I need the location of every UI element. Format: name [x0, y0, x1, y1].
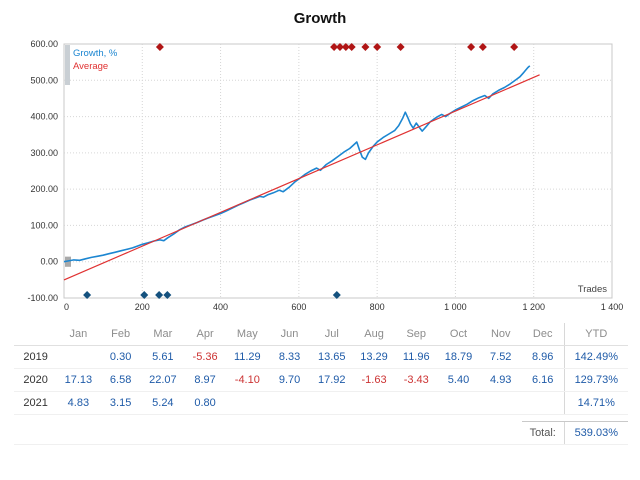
cell-2020-ytd: 129.73%	[563, 368, 628, 392]
col-mar: Mar	[141, 323, 184, 346]
monthly-returns-table: Jan Feb Mar Apr May Jun Jul Aug Sep Oct Nov Dec YTD 2…	[14, 323, 628, 445]
col-jan: Jan	[57, 323, 100, 346]
cell-2019-nov: 7.52	[479, 345, 522, 369]
cell-2020-may: -4.10	[226, 368, 269, 392]
cell-2019-jul: 13.65	[310, 345, 353, 369]
table-row-2021: 2021 4.83 3.15 5.24 0.80 14.71%	[14, 391, 628, 415]
table-header-row: Jan Feb Mar Apr May Jun Jul Aug Sep Oct Nov Dec YTD	[14, 323, 628, 346]
y-tick-label: 200.00	[30, 184, 58, 194]
spacer-row	[14, 415, 628, 422]
cell-2019-may: 11.29	[226, 345, 269, 369]
cell-2020-feb: 6.58	[99, 368, 142, 392]
cell-2020-jul: 17.92	[310, 368, 353, 392]
cell-2021-jul	[310, 391, 353, 415]
table-row-2020: 2020 17.13 6.58 22.07 8.97 -4.10 9.70 17.92 -1.6…	[14, 368, 628, 392]
year-label: 2020	[14, 368, 58, 392]
col-jul: Jul	[310, 323, 353, 346]
cell-2021-dec	[521, 391, 565, 415]
cell-2019-mar: 5.61	[141, 345, 184, 369]
cell-2020-nov: 4.93	[479, 368, 522, 392]
bottom-event-markers	[83, 291, 341, 299]
chart-title: Growth	[293, 10, 347, 27]
col-sep: Sep	[395, 323, 438, 346]
cell-2020-oct: 5.40	[437, 368, 480, 392]
cell-2019-jan	[57, 345, 100, 369]
table-row-2019: 2019 0.30 5.61 -5.36 11.29 8.33 13.65 13.29 11.9…	[14, 345, 628, 369]
cell-2019-dec: 8.96	[521, 345, 565, 369]
col-aug: Aug	[352, 323, 396, 346]
col-apr: Apr	[183, 323, 227, 346]
col-dec: Dec	[521, 323, 565, 346]
col-year	[14, 323, 58, 346]
cell-2021-jan: 4.83	[57, 391, 100, 415]
col-ytd: YTD	[563, 323, 628, 346]
cell-2020-mar: 22.07	[141, 368, 184, 392]
cell-2019-feb: 0.30	[99, 345, 142, 369]
year-label: 2021	[14, 391, 58, 415]
total-label: Total:	[521, 421, 565, 445]
cell-2020-aug: -1.63	[352, 368, 396, 392]
x-tick-label: 200	[135, 302, 150, 312]
year-label: 2019	[14, 345, 58, 369]
cell-2021-apr: 0.80	[183, 391, 227, 415]
y-tick-label: 100.00	[30, 220, 58, 230]
col-feb: Feb	[99, 323, 142, 346]
cell-2021-sep	[395, 391, 438, 415]
x-tick-label: 400	[213, 302, 228, 312]
cell-2021-aug	[352, 391, 396, 415]
x-tick-label: 0	[64, 302, 69, 312]
cell-2021-nov	[479, 391, 522, 415]
x-axis-label: Trades	[578, 284, 607, 295]
cell-2019-apr: -5.36	[183, 345, 227, 369]
legend-growth: Growth, %	[73, 48, 118, 59]
cell-2020-sep: -3.43	[395, 368, 438, 392]
cell-2021-mar: 5.24	[141, 391, 184, 415]
cell-2019-oct: 18.79	[437, 345, 480, 369]
plot-area	[63, 43, 613, 299]
top-event-markers	[155, 43, 519, 51]
y-tick-label: 600.00	[30, 39, 58, 49]
cell-2019-aug: 13.29	[352, 345, 396, 369]
cell-2019-ytd: 142.49%	[563, 345, 628, 369]
y-tick-label: 300.00	[30, 148, 58, 158]
legend-average: Average	[73, 61, 108, 72]
cell-2021-oct	[437, 391, 480, 415]
cell-2020-jan: 17.13	[57, 368, 100, 392]
col-nov: Nov	[479, 323, 522, 346]
cell-2019-jun: 8.33	[268, 345, 311, 369]
y-tick-label: -100.00	[27, 293, 58, 303]
cell-2021-jun	[268, 391, 311, 415]
col-oct: Oct	[437, 323, 480, 346]
cell-2021-feb: 3.15	[99, 391, 142, 415]
x-tick-label: 1 400	[601, 302, 624, 312]
x-tick-label: 1 000	[444, 302, 467, 312]
chart-scroll-strip	[65, 45, 70, 85]
y-tick-label: 500.00	[30, 75, 58, 85]
x-tick-label: 1 200	[522, 302, 545, 312]
cell-2020-jun: 9.70	[268, 368, 311, 392]
cell-2020-dec: 6.16	[521, 368, 565, 392]
total-row: Total: 539.03%	[14, 421, 628, 445]
cell-2021-may	[226, 391, 269, 415]
y-tick-label: 0.00	[40, 257, 58, 267]
series-average-line	[63, 74, 540, 281]
cell-2021-ytd: 14.71%	[563, 391, 628, 415]
total-value: 539.03%	[563, 421, 628, 445]
growth-chart: 600.00 500.00 400.00 300.00 200.00 100.00 0.00…	[27, 39, 624, 312]
x-tick-label: 800	[370, 302, 385, 312]
cell-2020-apr: 8.97	[183, 368, 227, 392]
y-tick-label: 400.00	[30, 112, 58, 122]
col-jun: Jun	[268, 323, 311, 346]
x-tick-label: 600	[291, 302, 306, 312]
col-may: May	[226, 323, 269, 346]
cell-2019-sep: 11.96	[395, 345, 438, 369]
